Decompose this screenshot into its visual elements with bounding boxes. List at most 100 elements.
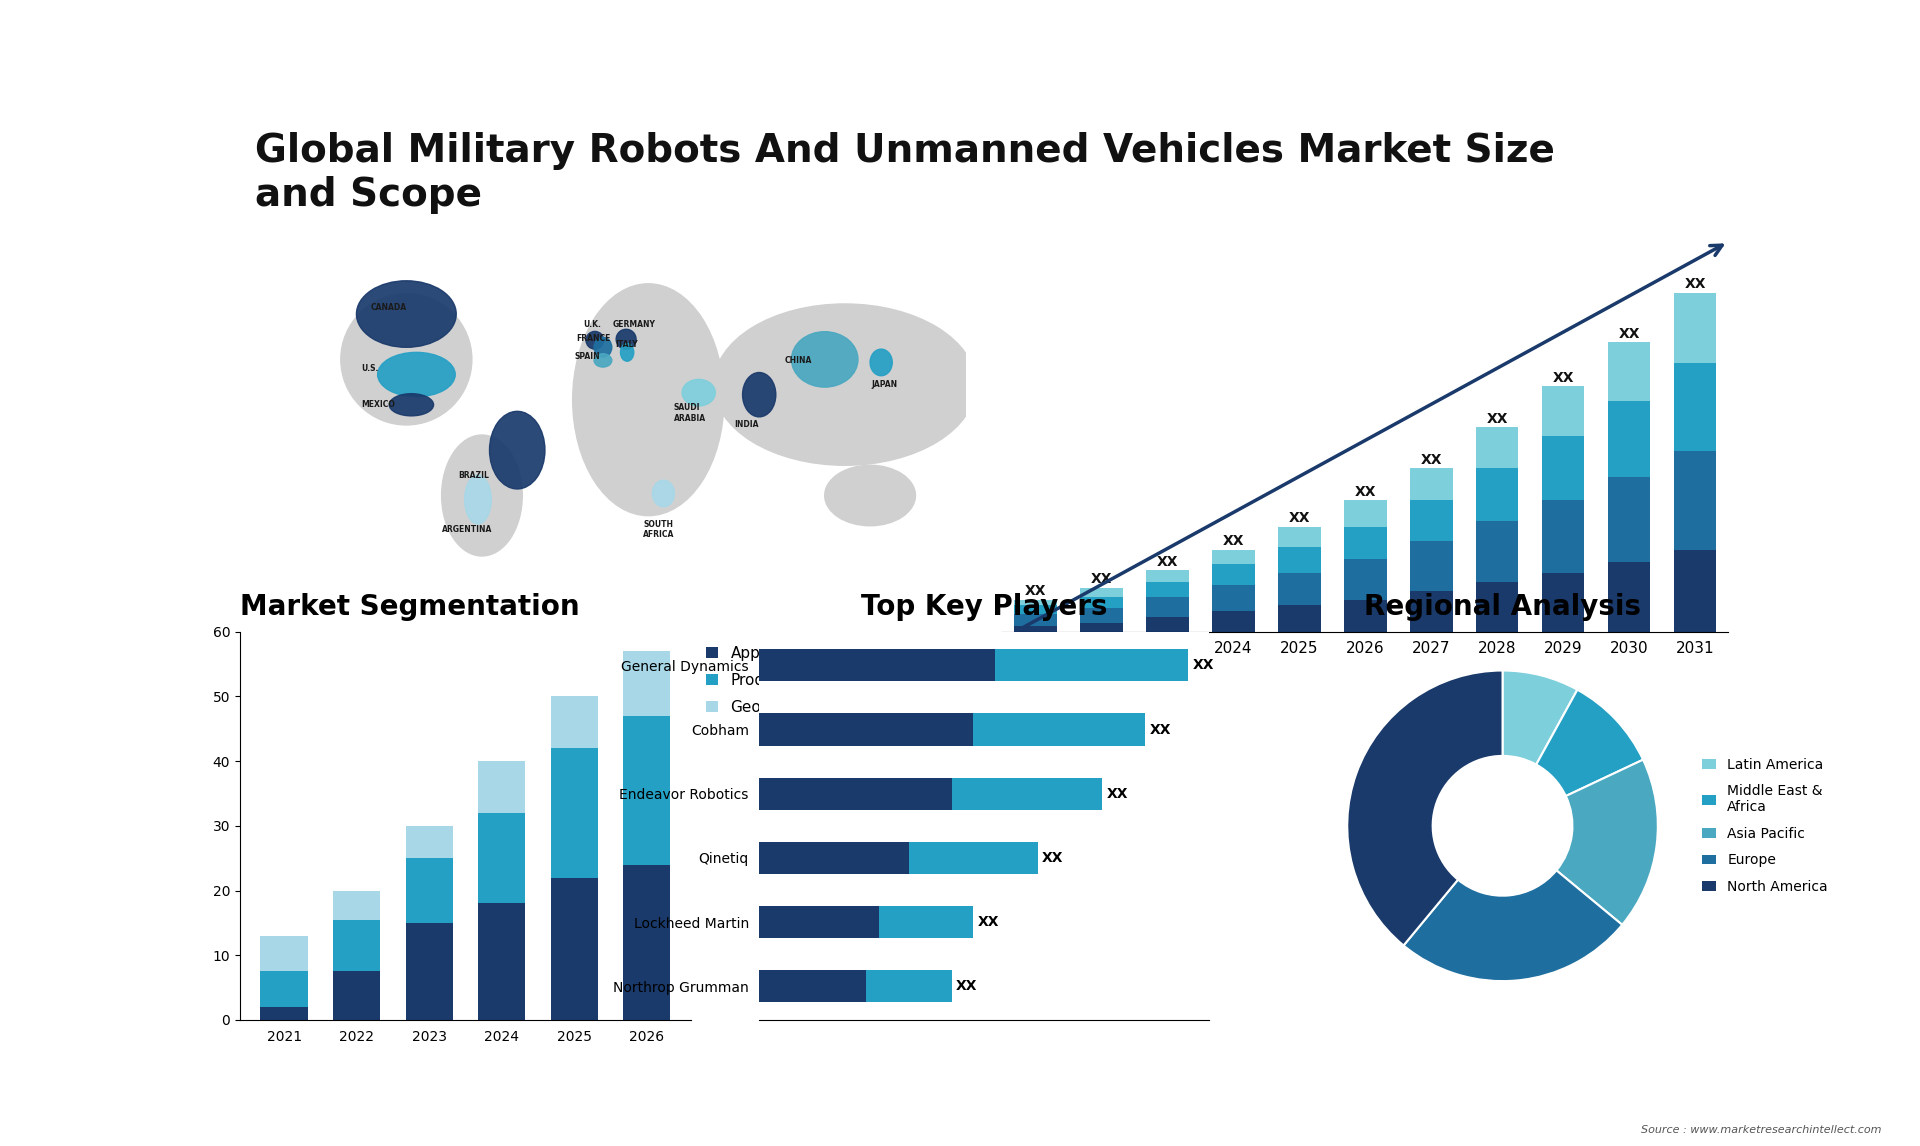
Bar [1542, 500, 1584, 573]
Text: XX: XX [1421, 453, 1442, 466]
Bar [1146, 617, 1188, 631]
Bar [1607, 562, 1651, 631]
Wedge shape [1348, 670, 1503, 945]
Text: BRAZIL: BRAZIL [457, 471, 488, 480]
Bar [1476, 520, 1519, 582]
Bar [551, 697, 597, 748]
Text: XX: XX [1619, 327, 1640, 342]
Bar [1146, 571, 1188, 582]
Bar [405, 826, 453, 858]
Bar [1277, 605, 1321, 631]
Ellipse shape [357, 281, 457, 347]
Bar [624, 864, 670, 1020]
Text: XX: XX [1223, 534, 1244, 549]
Bar [1344, 526, 1386, 558]
Bar [1674, 293, 1716, 363]
Bar [758, 842, 908, 874]
Bar [1277, 547, 1321, 573]
Text: MARKET
RESEARCH
INTELLECT: MARKET RESEARCH INTELLECT [1699, 53, 1757, 85]
Bar [1674, 363, 1716, 450]
Text: XX: XX [1684, 277, 1705, 291]
Bar [1344, 599, 1386, 631]
Ellipse shape [378, 352, 455, 397]
Bar [1674, 550, 1716, 631]
Bar [1409, 591, 1453, 631]
Ellipse shape [791, 331, 858, 387]
Bar [1344, 558, 1386, 599]
Text: JAPAN: JAPAN [872, 380, 897, 390]
Bar [866, 971, 952, 1003]
Bar [261, 972, 307, 1007]
Bar [973, 714, 1144, 746]
Bar [1607, 343, 1651, 401]
Ellipse shape [653, 480, 674, 507]
Bar [1344, 500, 1386, 526]
Bar [952, 778, 1102, 810]
Text: XX: XX [1106, 786, 1127, 801]
Ellipse shape [870, 350, 893, 376]
Bar [1079, 597, 1123, 609]
Legend: Application, Product, Geography: Application, Product, Geography [701, 639, 822, 721]
Bar [1212, 550, 1254, 565]
Ellipse shape [682, 379, 716, 406]
Bar [478, 761, 526, 813]
Ellipse shape [826, 465, 916, 526]
Bar [758, 971, 866, 1003]
Ellipse shape [572, 284, 724, 516]
Wedge shape [1557, 760, 1657, 925]
Text: GERMANY: GERMANY [612, 320, 657, 329]
Text: INDIA: INDIA [733, 421, 758, 430]
Ellipse shape [390, 394, 434, 416]
Text: SOUTH
AFRICA: SOUTH AFRICA [643, 520, 674, 540]
Bar [1409, 500, 1453, 541]
Text: SPAIN: SPAIN [574, 352, 601, 361]
Text: FRANCE: FRANCE [576, 333, 611, 343]
Wedge shape [1404, 870, 1622, 981]
Bar [478, 813, 526, 903]
Ellipse shape [743, 372, 776, 417]
Bar [1277, 573, 1321, 605]
Bar [1409, 468, 1453, 500]
Ellipse shape [620, 344, 634, 361]
Ellipse shape [593, 337, 612, 358]
Wedge shape [1536, 690, 1644, 796]
Ellipse shape [442, 435, 522, 556]
Text: XX: XX [1288, 511, 1309, 525]
Text: XX: XX [1486, 411, 1507, 425]
Bar [1079, 623, 1123, 631]
Bar [758, 778, 952, 810]
Bar [1476, 427, 1519, 468]
Ellipse shape [490, 411, 545, 489]
Bar [1607, 477, 1651, 562]
Bar [1212, 611, 1254, 631]
Bar [1476, 468, 1519, 520]
Text: XX: XX [1043, 850, 1064, 865]
Bar [1146, 597, 1188, 617]
Wedge shape [1503, 670, 1578, 764]
Bar [1674, 450, 1716, 550]
Text: XX: XX [1551, 371, 1574, 385]
Bar [758, 650, 995, 682]
Text: XX: XX [1150, 722, 1171, 737]
Text: XX: XX [956, 979, 977, 994]
Bar [1277, 526, 1321, 547]
Ellipse shape [593, 354, 612, 367]
Text: CANADA: CANADA [371, 304, 407, 313]
Bar [332, 972, 380, 1020]
Bar [332, 919, 380, 972]
Bar [1607, 401, 1651, 477]
Bar [1146, 582, 1188, 597]
Bar [879, 906, 973, 939]
Text: U.S.: U.S. [361, 364, 378, 372]
Legend: Latin America, Middle East &
Africa, Asia Pacific, Europe, North America: Latin America, Middle East & Africa, Asi… [1697, 752, 1834, 900]
Bar [332, 890, 380, 919]
Bar [995, 650, 1188, 682]
Bar [405, 858, 453, 923]
Bar [758, 906, 879, 939]
Bar [405, 923, 453, 1020]
Bar [1476, 582, 1519, 631]
Bar [624, 716, 670, 864]
Bar [551, 748, 597, 878]
Bar [1014, 605, 1056, 614]
Bar [624, 651, 670, 716]
